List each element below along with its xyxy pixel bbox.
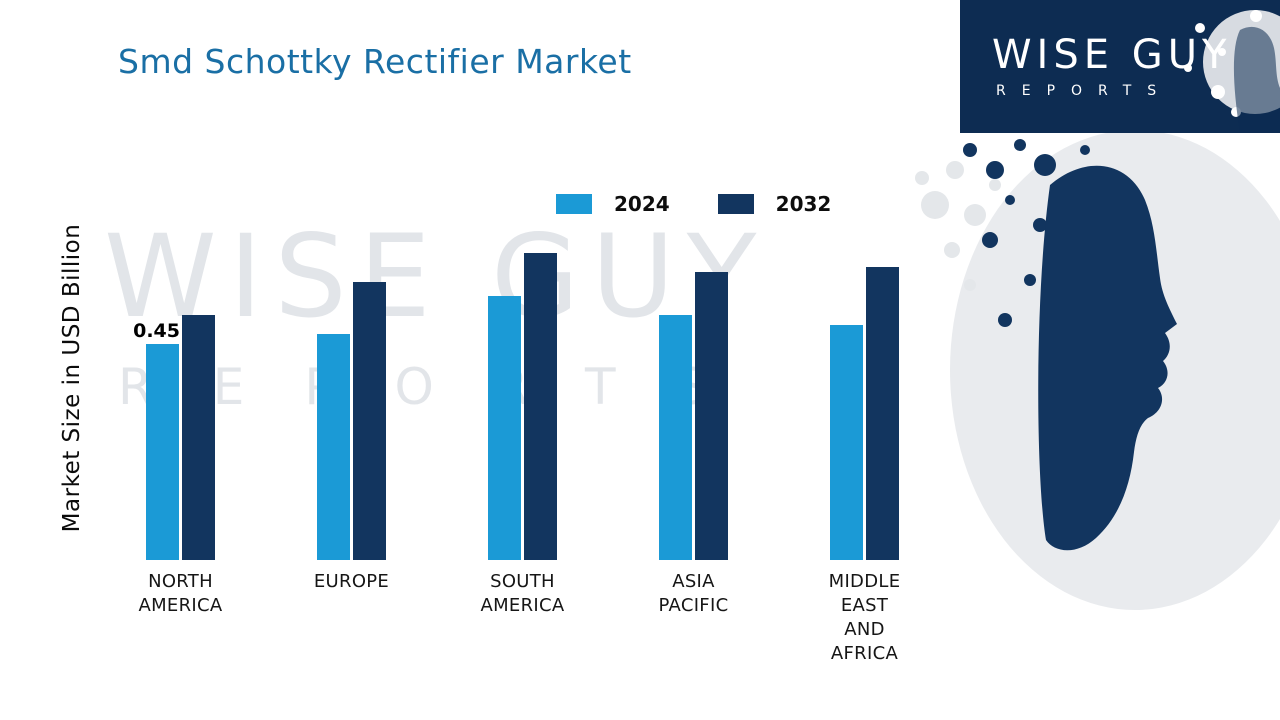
chart-legend: 2024 2032 bbox=[556, 192, 831, 216]
bar-chart: 0.45 NORTH AMERICA EUROPE SOUTH AMERICA ASIA… bbox=[95, 190, 950, 664]
bar-group-asia-pacific: ASIA PACIFIC bbox=[608, 190, 779, 616]
head-profile-decoration bbox=[915, 130, 1280, 610]
bar-2024-europe bbox=[317, 334, 350, 560]
bar-2032-north-america bbox=[182, 315, 215, 560]
watermark: WISE GUY REPORTS bbox=[104, 210, 769, 416]
bar-2024-north-america: 0.45 bbox=[133, 320, 180, 560]
page-title: Smd Schottky Rectifier Market bbox=[118, 42, 632, 81]
bar-value-label: 0.45 bbox=[133, 320, 180, 342]
y-axis-label: Market Size in USD Billion bbox=[59, 223, 85, 533]
bar-2024-asia-pacific bbox=[659, 315, 692, 560]
category-label-asia-pacific: ASIA PACIFIC bbox=[658, 571, 729, 616]
logo-subtitle: REPORTS bbox=[996, 82, 1173, 99]
legend-swatch-2032 bbox=[717, 194, 754, 214]
legend-item-2024: 2024 bbox=[556, 192, 670, 216]
bar-2024-south-america bbox=[488, 296, 521, 560]
bar-2032-middle-east-and-africa bbox=[866, 267, 899, 560]
logo-block: WISE GUY REPORTS bbox=[960, 0, 1280, 133]
legend-swatch-2024 bbox=[556, 194, 592, 214]
legend-label-2024: 2024 bbox=[614, 192, 670, 216]
bar-2024-middle-east-and-africa bbox=[830, 325, 863, 560]
bar-group-north-america: 0.45 NORTH AMERICA bbox=[95, 190, 266, 616]
legend-label-2032: 2032 bbox=[775, 192, 832, 216]
bar-group-europe: EUROPE bbox=[266, 190, 437, 592]
bar-2032-asia-pacific bbox=[695, 272, 728, 560]
logo-face-icon bbox=[1184, 10, 1280, 133]
category-label-europe: EUROPE bbox=[313, 571, 390, 592]
bar-group-middle-east-and-africa: MIDDLE EAST AND AFRICA bbox=[779, 190, 950, 664]
bar-2032-south-america bbox=[524, 253, 557, 560]
bar-group-south-america: SOUTH AMERICA bbox=[437, 190, 608, 616]
bar-2032-europe bbox=[353, 282, 386, 560]
category-label-north-america: NORTH AMERICA bbox=[138, 571, 223, 616]
watermark-line2: REPORTS bbox=[118, 358, 768, 416]
legend-item-2032: 2032 bbox=[717, 192, 832, 216]
logo-wordmark: WISE GUY bbox=[992, 31, 1232, 78]
category-label-middle-east-and-africa: MIDDLE EAST AND AFRICA bbox=[828, 571, 901, 664]
watermark-line1: WISE GUY bbox=[104, 210, 769, 343]
category-label-south-america: SOUTH AMERICA bbox=[480, 571, 565, 616]
